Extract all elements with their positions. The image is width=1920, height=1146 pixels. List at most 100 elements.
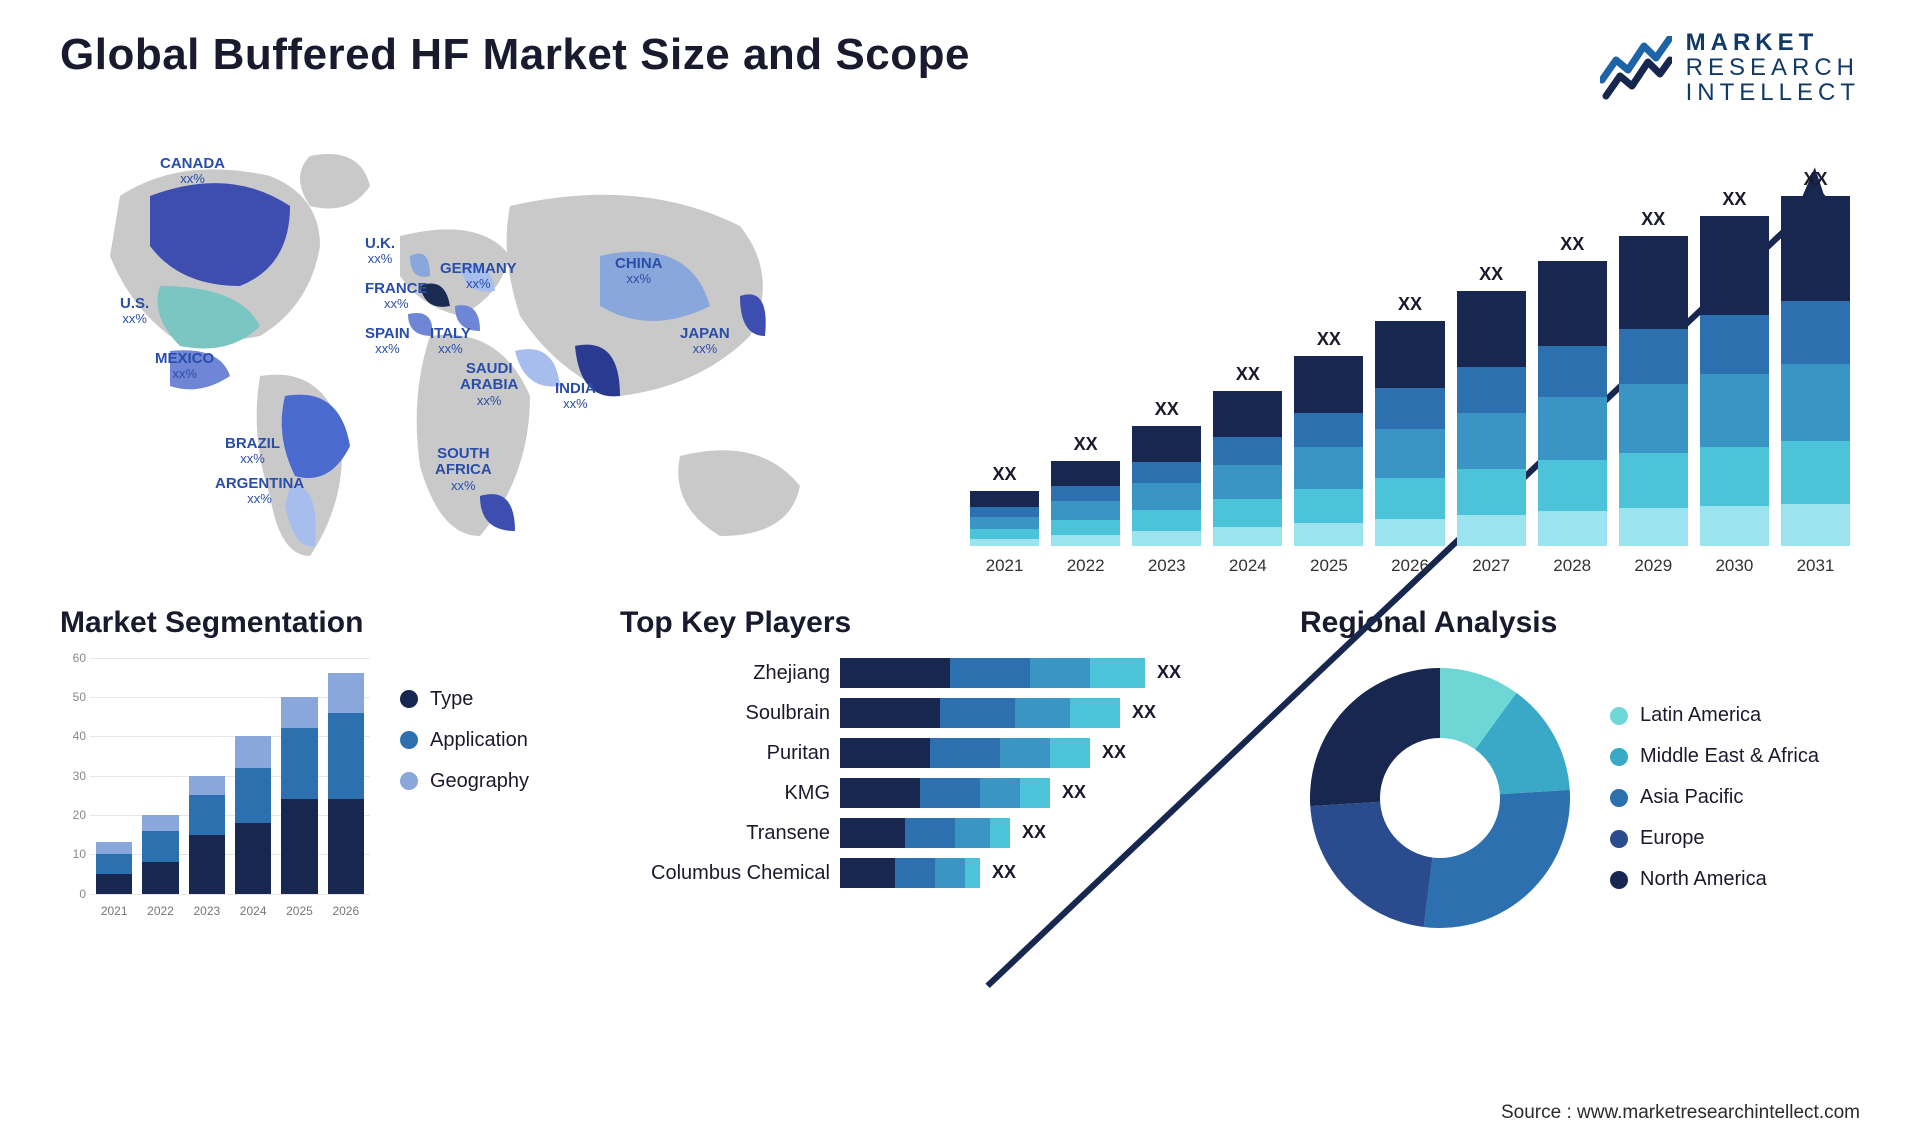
world-map: CANADAxx%U.S.xx%MEXICOxx%BRAZILxx%ARGENT…	[60, 136, 920, 576]
seg-bar-2024	[235, 736, 271, 893]
regional-legend-item: North America	[1610, 868, 1819, 891]
regional-title: Regional Analysis	[1300, 606, 1860, 640]
segmentation-chart: 0102030405060 202120222023202420252026	[60, 658, 370, 918]
legend-label: Type	[430, 688, 473, 711]
growth-bar-label: XX	[1155, 399, 1179, 420]
growth-year-label: 2030	[1700, 556, 1769, 576]
legend-swatch	[1610, 707, 1628, 725]
legend-swatch	[1610, 871, 1628, 889]
player-name: Transene	[620, 818, 830, 848]
bottom-row: Market Segmentation 0102030405060 202120…	[60, 606, 1860, 938]
growth-bar-label: XX	[1398, 294, 1422, 315]
growth-bar-2022: XX	[1051, 434, 1120, 546]
source-label: Source : www.marketresearchintellect.com	[1501, 1102, 1860, 1124]
player-row: XX	[840, 738, 1260, 768]
player-value: XX	[1157, 662, 1181, 683]
segmentation-legend: TypeApplicationGeography	[400, 658, 529, 918]
legend-label: Geography	[430, 770, 529, 793]
player-value: XX	[1062, 782, 1086, 803]
map-label-u-k-: U.K.xx%	[365, 236, 395, 267]
map-label-japan: JAPANxx%	[680, 326, 730, 357]
header: Global Buffered HF Market Size and Scope…	[60, 30, 1860, 106]
growth-year-label: 2028	[1538, 556, 1607, 576]
players-title: Top Key Players	[620, 606, 1260, 640]
growth-bar-label: XX	[993, 464, 1017, 485]
growth-bar-label: XX	[1479, 264, 1503, 285]
growth-bar-label: XX	[1722, 189, 1746, 210]
map-label-south-africa: SOUTHAFRICAxx%	[435, 446, 492, 493]
player-name: Zhejiang	[620, 658, 830, 688]
legend-swatch	[400, 772, 418, 790]
legend-label: Europe	[1640, 827, 1705, 850]
growth-bar-label: XX	[1803, 169, 1827, 190]
seg-legend-item: Geography	[400, 770, 529, 793]
growth-bar-label: XX	[1317, 329, 1341, 350]
regional-legend: Latin America Middle East & Africa Asia Pa…	[1610, 704, 1819, 891]
map-label-france: FRANCExx%	[365, 281, 428, 312]
seg-ytick: 30	[73, 769, 86, 783]
map-label-canada: CANADAxx%	[160, 156, 225, 187]
growth-bar-label: XX	[1074, 434, 1098, 455]
legend-swatch	[400, 690, 418, 708]
legend-swatch	[1610, 789, 1628, 807]
growth-bar-2028: XX	[1538, 234, 1607, 546]
regional-legend-item: Latin America	[1610, 704, 1819, 727]
seg-ytick: 60	[73, 651, 86, 665]
seg-bar-2025	[281, 697, 317, 894]
growth-year-label: 2025	[1294, 556, 1363, 576]
growth-year-label: 2031	[1781, 556, 1850, 576]
legend-swatch	[400, 731, 418, 749]
player-row: XX	[840, 698, 1260, 728]
growth-bar-2023: XX	[1132, 399, 1201, 546]
regional-legend-item: Middle East & Africa	[1610, 745, 1819, 768]
growth-bar-label: XX	[1236, 364, 1260, 385]
seg-year-label: 2026	[328, 904, 364, 918]
growth-year-label: 2026	[1375, 556, 1444, 576]
seg-bar-2023	[189, 776, 225, 894]
growth-bar-2024: XX	[1213, 364, 1282, 546]
map-label-spain: SPAINxx%	[365, 326, 410, 357]
map-label-india: INDIAxx%	[555, 381, 596, 412]
map-label-u-s-: U.S.xx%	[120, 296, 149, 327]
growth-year-label: 2021	[970, 556, 1039, 576]
player-name: KMG	[620, 778, 830, 808]
seg-bar-2022	[142, 815, 178, 894]
player-name: Puritan	[620, 738, 830, 768]
legend-swatch	[1610, 830, 1628, 848]
growth-bar-2026: XX	[1375, 294, 1444, 546]
regional-legend-item: Asia Pacific	[1610, 786, 1819, 809]
growth-year-label: 2027	[1457, 556, 1526, 576]
seg-ytick: 0	[79, 887, 86, 901]
seg-ytick: 40	[73, 729, 86, 743]
player-row: XX	[840, 818, 1260, 848]
seg-bar-2021	[96, 842, 132, 893]
growth-bar-2025: XX	[1294, 329, 1363, 546]
segmentation-panel: Market Segmentation 0102030405060 202120…	[60, 606, 580, 938]
map-label-saudi-arabia: SAUDIARABIAxx%	[460, 361, 518, 408]
player-value: XX	[1022, 822, 1046, 843]
player-value: XX	[992, 862, 1016, 883]
player-value: XX	[1132, 702, 1156, 723]
player-row: XX	[840, 658, 1260, 688]
player-name: Columbus Chemical	[620, 858, 830, 888]
growth-year-label: 2029	[1619, 556, 1688, 576]
page-title: Global Buffered HF Market Size and Scope	[60, 30, 970, 80]
map-label-italy: ITALYxx%	[430, 326, 471, 357]
seg-year-label: 2025	[281, 904, 317, 918]
brand-line3: INTELLECT	[1686, 80, 1860, 105]
player-row: XX	[840, 858, 1260, 888]
player-name: Soulbrain	[620, 698, 830, 728]
growth-year-label: 2022	[1051, 556, 1120, 576]
map-label-mexico: MEXICOxx%	[155, 351, 214, 382]
seg-bar-2026	[328, 673, 364, 893]
seg-ytick: 20	[73, 808, 86, 822]
map-label-china: CHINAxx%	[615, 256, 663, 287]
growth-bar-2031: XX	[1781, 169, 1850, 546]
seg-year-label: 2023	[189, 904, 225, 918]
brand-line1: MARKET	[1686, 30, 1860, 55]
seg-year-label: 2022	[142, 904, 178, 918]
regional-legend-item: Europe	[1610, 827, 1819, 850]
player-value: XX	[1102, 742, 1126, 763]
brand-logo: MARKET RESEARCH INTELLECT	[1600, 30, 1860, 106]
growth-bar-2030: XX	[1700, 189, 1769, 546]
